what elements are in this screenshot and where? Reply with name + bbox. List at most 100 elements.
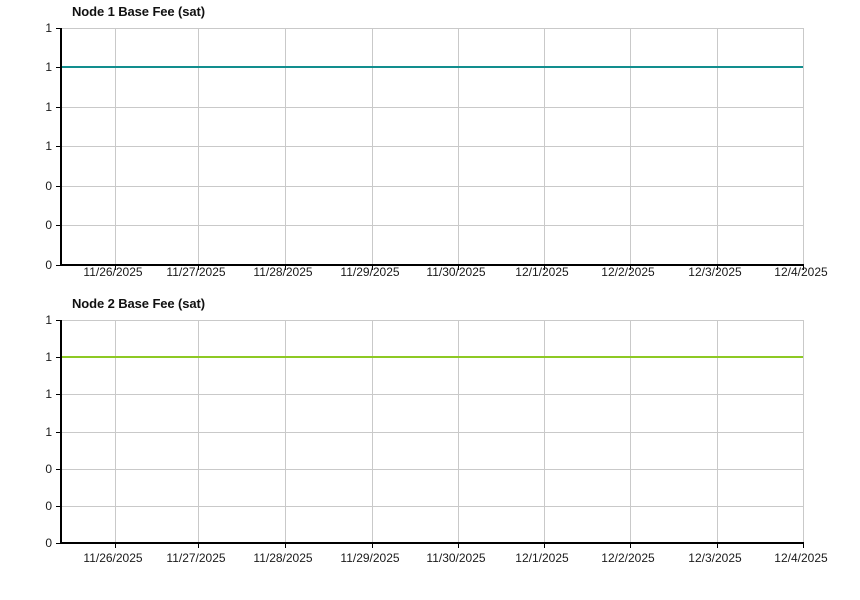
chart-panel-node-2: Node 2 Base Fee (sat) [0, 292, 860, 600]
x-axis-label: 11/30/2025 [426, 551, 486, 565]
series-line-node-1 [62, 66, 803, 68]
gridline-vertical [803, 28, 804, 264]
gridline-horizontal [62, 320, 803, 321]
y-tick-mark [56, 146, 62, 147]
gridline-vertical [198, 28, 199, 264]
y-tick-mark [56, 394, 62, 395]
x-tick-mark [458, 264, 459, 270]
x-axis-label: 11/30/2025 [426, 265, 486, 279]
x-tick-mark [544, 264, 545, 270]
y-axis-label: 1 [45, 387, 52, 401]
x-tick-mark [198, 264, 199, 270]
plot-area-node-2 [56, 320, 804, 548]
x-tick-mark [372, 264, 373, 270]
x-tick-mark [285, 542, 286, 548]
gridline-horizontal [62, 394, 803, 395]
x-axis-label: 11/28/2025 [253, 265, 313, 279]
x-tick-mark [717, 542, 718, 548]
y-axis-label: 1 [45, 313, 52, 327]
x-tick-mark [198, 542, 199, 548]
x-tick-mark [717, 264, 718, 270]
chart-title-node-2: Node 2 Base Fee (sat) [72, 296, 206, 311]
y-tick-mark [56, 67, 62, 68]
y-axis-label: 0 [45, 218, 52, 232]
y-axis-label: 1 [45, 100, 52, 114]
gridline-horizontal [62, 225, 803, 226]
x-axis-label: 12/2/2025 [601, 551, 655, 565]
gridline-horizontal [62, 107, 803, 108]
gridline-horizontal [62, 469, 803, 470]
x-tick-mark [458, 542, 459, 548]
gridline-vertical [630, 28, 631, 264]
y-axis-label: 1 [45, 21, 52, 35]
y-axis-label: 0 [45, 499, 52, 513]
gridline-horizontal [62, 28, 803, 29]
x-axis-label: 12/3/2025 [688, 551, 742, 565]
y-axis-label: 0 [45, 536, 52, 550]
gridline-horizontal [62, 506, 803, 507]
gridline-vertical [458, 320, 459, 542]
y-axis-label: 1 [45, 350, 52, 364]
gridline-vertical [372, 28, 373, 264]
y-tick-mark [56, 469, 62, 470]
gridline-vertical [803, 320, 804, 542]
gridline-horizontal [62, 146, 803, 147]
y-tick-mark [56, 506, 62, 507]
x-tick-mark [630, 542, 631, 548]
gridline-vertical [544, 320, 545, 542]
chart-panel-node-1: Node 1 Base Fee (sat) [0, 0, 860, 292]
gridline-horizontal [62, 432, 803, 433]
y-axis-label: 1 [45, 425, 52, 439]
y-tick-mark [56, 357, 62, 358]
plot-area-node-1 [56, 28, 804, 270]
y-axis-label: 0 [45, 258, 52, 272]
gridline-vertical [630, 320, 631, 542]
x-axis-label: 11/26/2025 [83, 265, 143, 279]
x-axis-label: 11/27/2025 [166, 551, 226, 565]
x-axis-label: 11/27/2025 [166, 265, 226, 279]
gridline-vertical [372, 320, 373, 542]
y-tick-mark [56, 265, 62, 266]
x-tick-mark [803, 264, 804, 270]
x-axis-label: 11/28/2025 [253, 551, 313, 565]
gridline-horizontal [62, 186, 803, 187]
x-tick-mark [115, 542, 116, 548]
series-line-node-2 [62, 356, 803, 358]
x-tick-mark [115, 264, 116, 270]
y-axis-label: 1 [45, 139, 52, 153]
x-axis-label: 12/3/2025 [688, 265, 742, 279]
chart-title-node-1: Node 1 Base Fee (sat) [72, 4, 206, 19]
x-axis-label: 12/4/2025 [774, 551, 828, 565]
x-tick-mark [285, 264, 286, 270]
x-axis-label: 12/1/2025 [515, 551, 569, 565]
x-axis-label: 11/29/2025 [340, 551, 400, 565]
gridline-vertical [458, 28, 459, 264]
y-axis-label: 0 [45, 179, 52, 193]
gridline-vertical [285, 320, 286, 542]
y-tick-mark [56, 186, 62, 187]
y-tick-mark [56, 432, 62, 433]
y-axis-label: 1 [45, 60, 52, 74]
gridline-vertical [198, 320, 199, 542]
y-tick-mark [56, 543, 62, 544]
y-axis-label: 0 [45, 462, 52, 476]
y-tick-mark [56, 28, 62, 29]
x-axis-label: 11/26/2025 [83, 551, 143, 565]
gridline-vertical [115, 320, 116, 542]
gridline-vertical [115, 28, 116, 264]
gridline-vertical [717, 28, 718, 264]
y-tick-mark [56, 107, 62, 108]
x-axis-label: 12/2/2025 [601, 265, 655, 279]
y-tick-mark [56, 320, 62, 321]
x-axis-label: 12/4/2025 [774, 265, 828, 279]
gridline-vertical [285, 28, 286, 264]
y-tick-mark [56, 225, 62, 226]
x-tick-mark [803, 542, 804, 548]
x-axis-label: 11/29/2025 [340, 265, 400, 279]
gridline-vertical [544, 28, 545, 264]
x-axis-label: 12/1/2025 [515, 265, 569, 279]
x-tick-mark [372, 542, 373, 548]
x-tick-mark [544, 542, 545, 548]
gridline-vertical [717, 320, 718, 542]
x-tick-mark [630, 264, 631, 270]
